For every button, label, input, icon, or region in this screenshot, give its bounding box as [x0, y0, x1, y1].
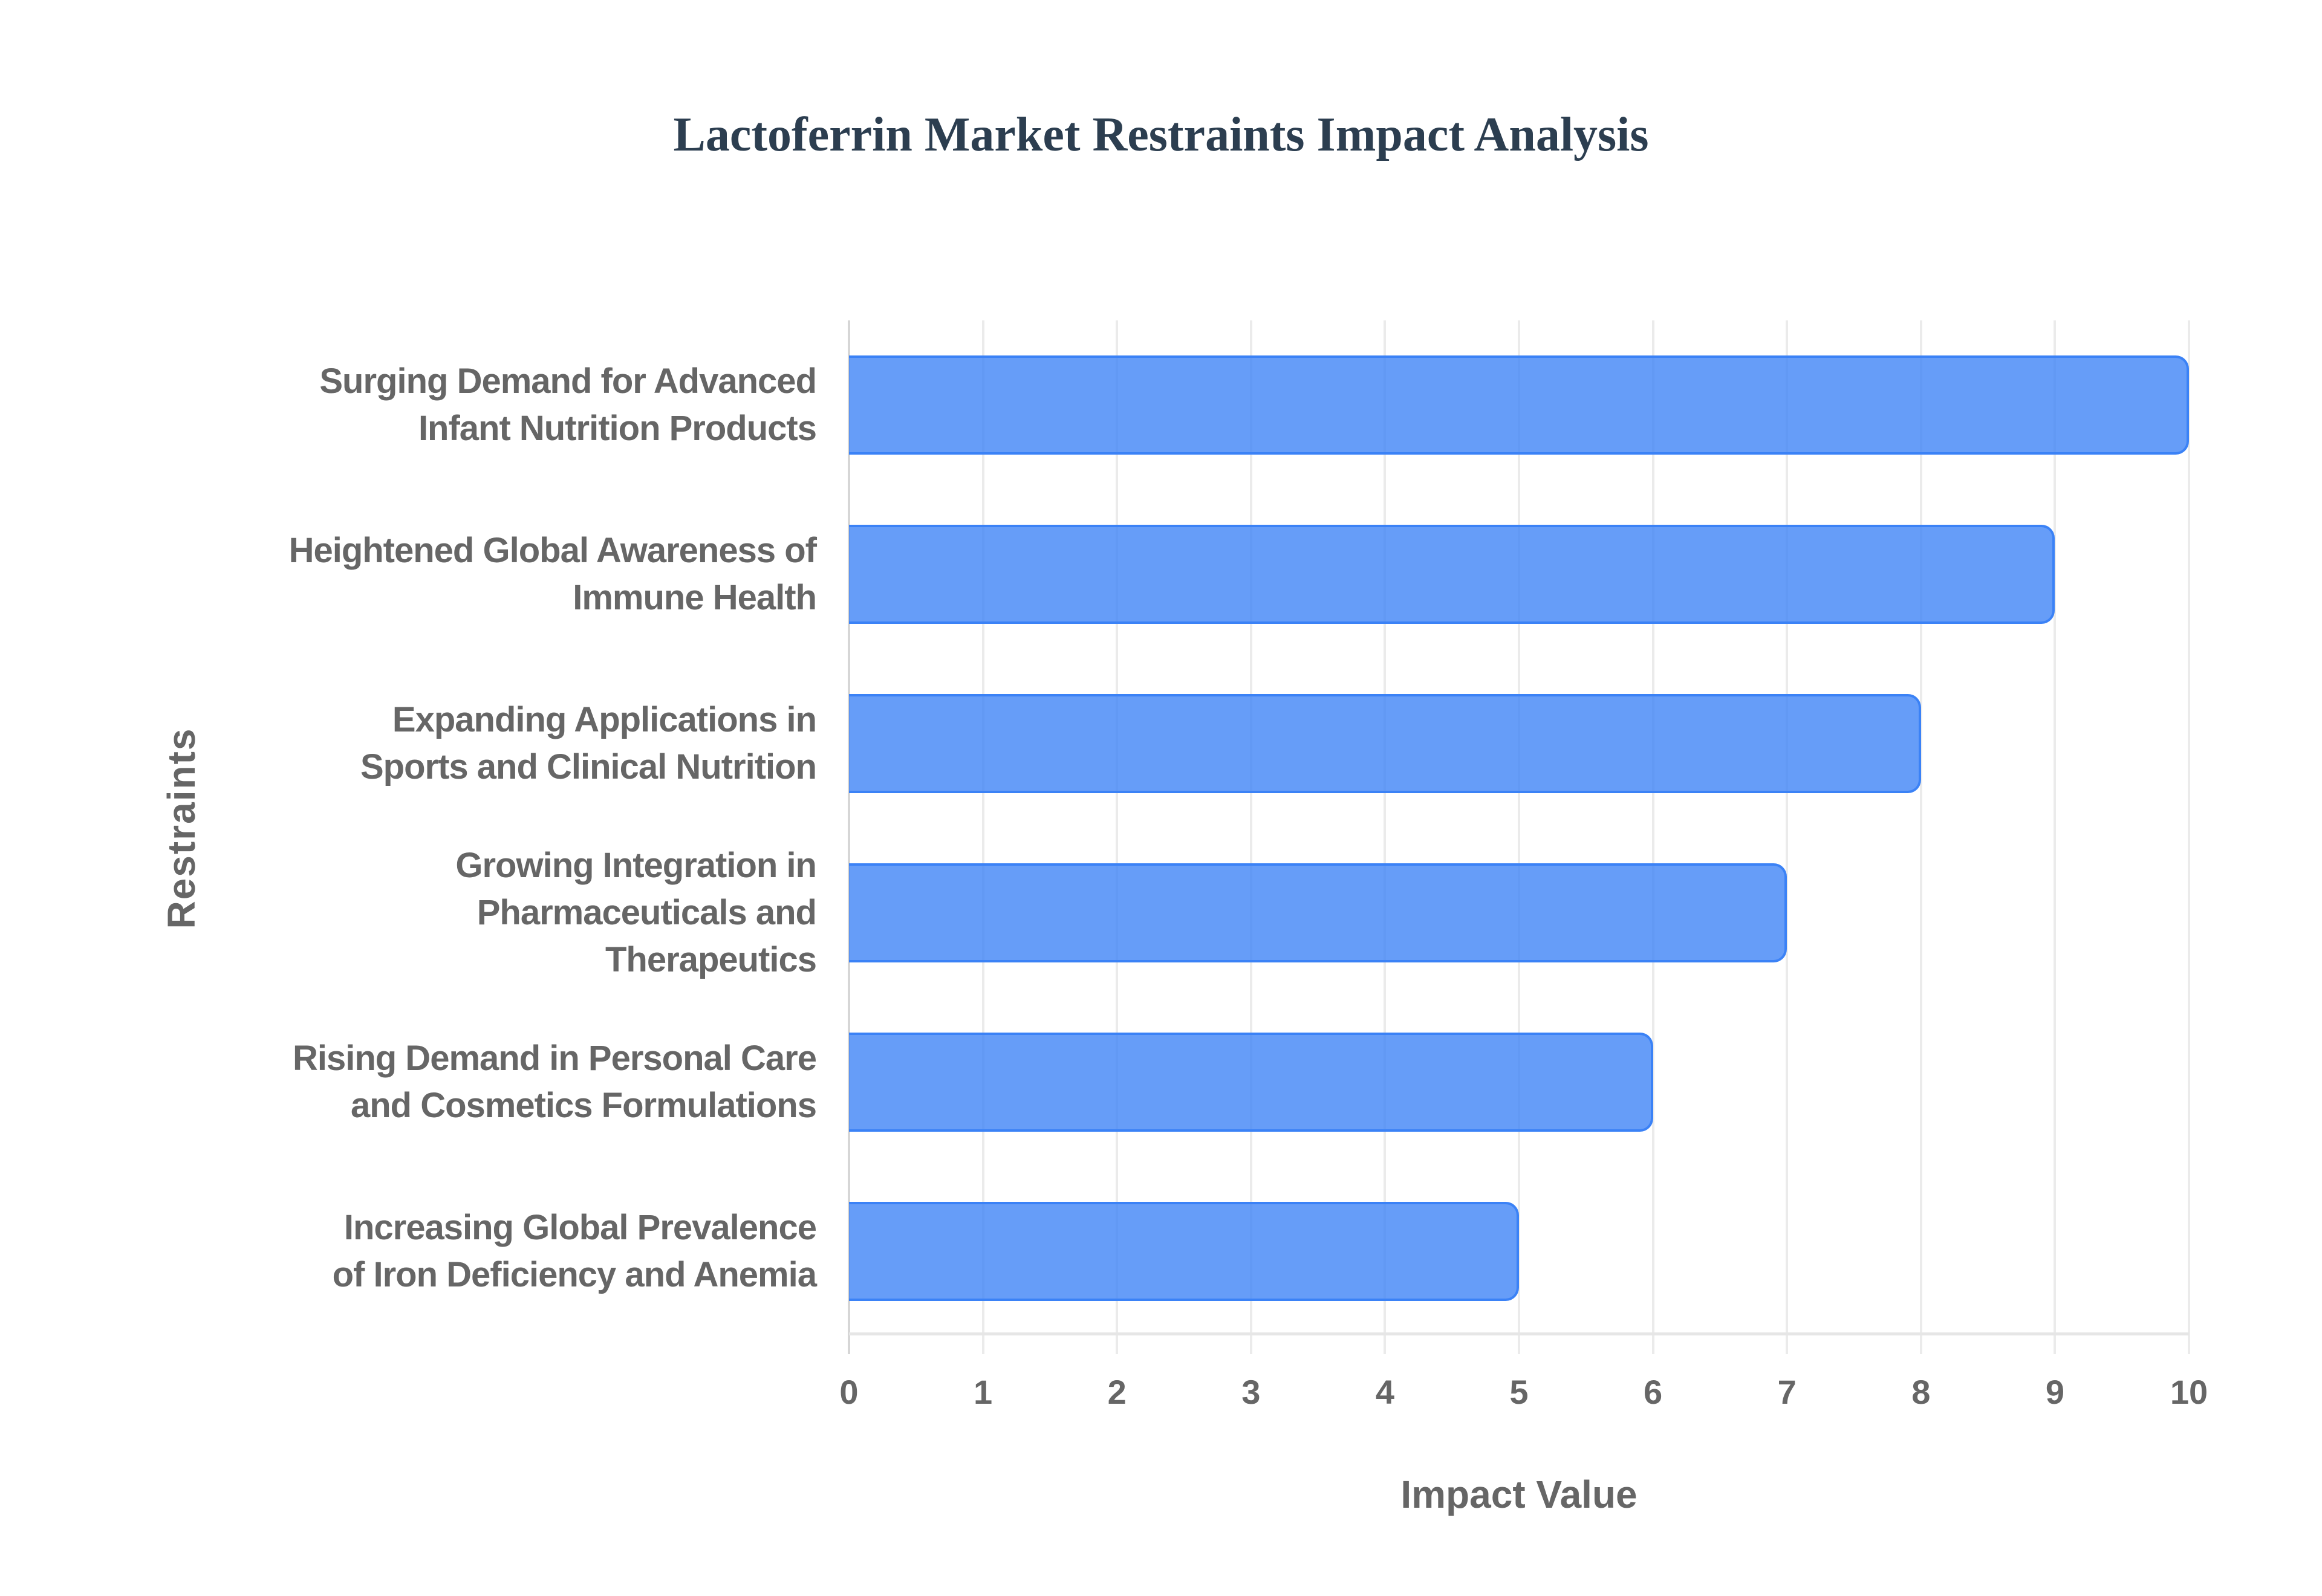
- x-tick-label: 4: [1375, 1373, 1394, 1411]
- x-tick-label: 7: [1777, 1373, 1797, 1411]
- gridline-1: [981, 320, 984, 1354]
- plot-area: [848, 320, 2190, 1354]
- gridline-6: [1651, 320, 1654, 1354]
- x-tick-label: 5: [1509, 1373, 1529, 1411]
- x-axis-title: Impact Value: [1400, 1473, 1637, 1516]
- bar[interactable]: [849, 355, 2189, 455]
- x-axis-line: [849, 1332, 2189, 1335]
- y-tick-label: Rising Demand in Personal Care and Cosme…: [292, 1039, 817, 1125]
- gridline-5: [1518, 320, 1520, 1354]
- gridline-9: [2054, 320, 2057, 1354]
- gridline-8: [1919, 320, 1922, 1354]
- bar[interactable]: [849, 1033, 1653, 1132]
- x-tick-label: 6: [1644, 1373, 1663, 1411]
- x-tick-label: 1: [974, 1373, 993, 1411]
- bar[interactable]: [849, 525, 2055, 624]
- y-tick-label: Heightened Global Awareness of Immune He…: [288, 531, 817, 617]
- gridline-10: [2188, 320, 2190, 1354]
- bar[interactable]: [849, 863, 1787, 962]
- gridline-4: [1384, 320, 1387, 1354]
- y-tick-label: Growing Integration in Pharmaceuticals a…: [455, 846, 817, 979]
- x-tick-label: 2: [1107, 1373, 1127, 1411]
- gridline-3: [1249, 320, 1252, 1354]
- bar[interactable]: [849, 1202, 1519, 1301]
- x-tick-label: 3: [1241, 1373, 1261, 1411]
- x-tick-label: 10: [2170, 1373, 2208, 1411]
- gridline-0: [848, 320, 850, 1354]
- bar[interactable]: [849, 694, 1921, 793]
- y-tick-label: Increasing Global Prevalence of Iron Def…: [332, 1208, 817, 1294]
- gridline-2: [1116, 320, 1119, 1354]
- x-tick-label: 9: [2045, 1373, 2064, 1411]
- chart-title: Lactoferrin Market Restraints Impact Ana…: [673, 108, 1649, 161]
- y-tick-label: Surging Demand for Advanced Infant Nutri…: [319, 362, 817, 448]
- y-tick-label: Expanding Applications in Sports and Cli…: [360, 700, 817, 787]
- x-tick-label: 8: [1911, 1373, 1931, 1411]
- x-tick-label: 0: [839, 1373, 859, 1411]
- gridline-7: [1786, 320, 1789, 1354]
